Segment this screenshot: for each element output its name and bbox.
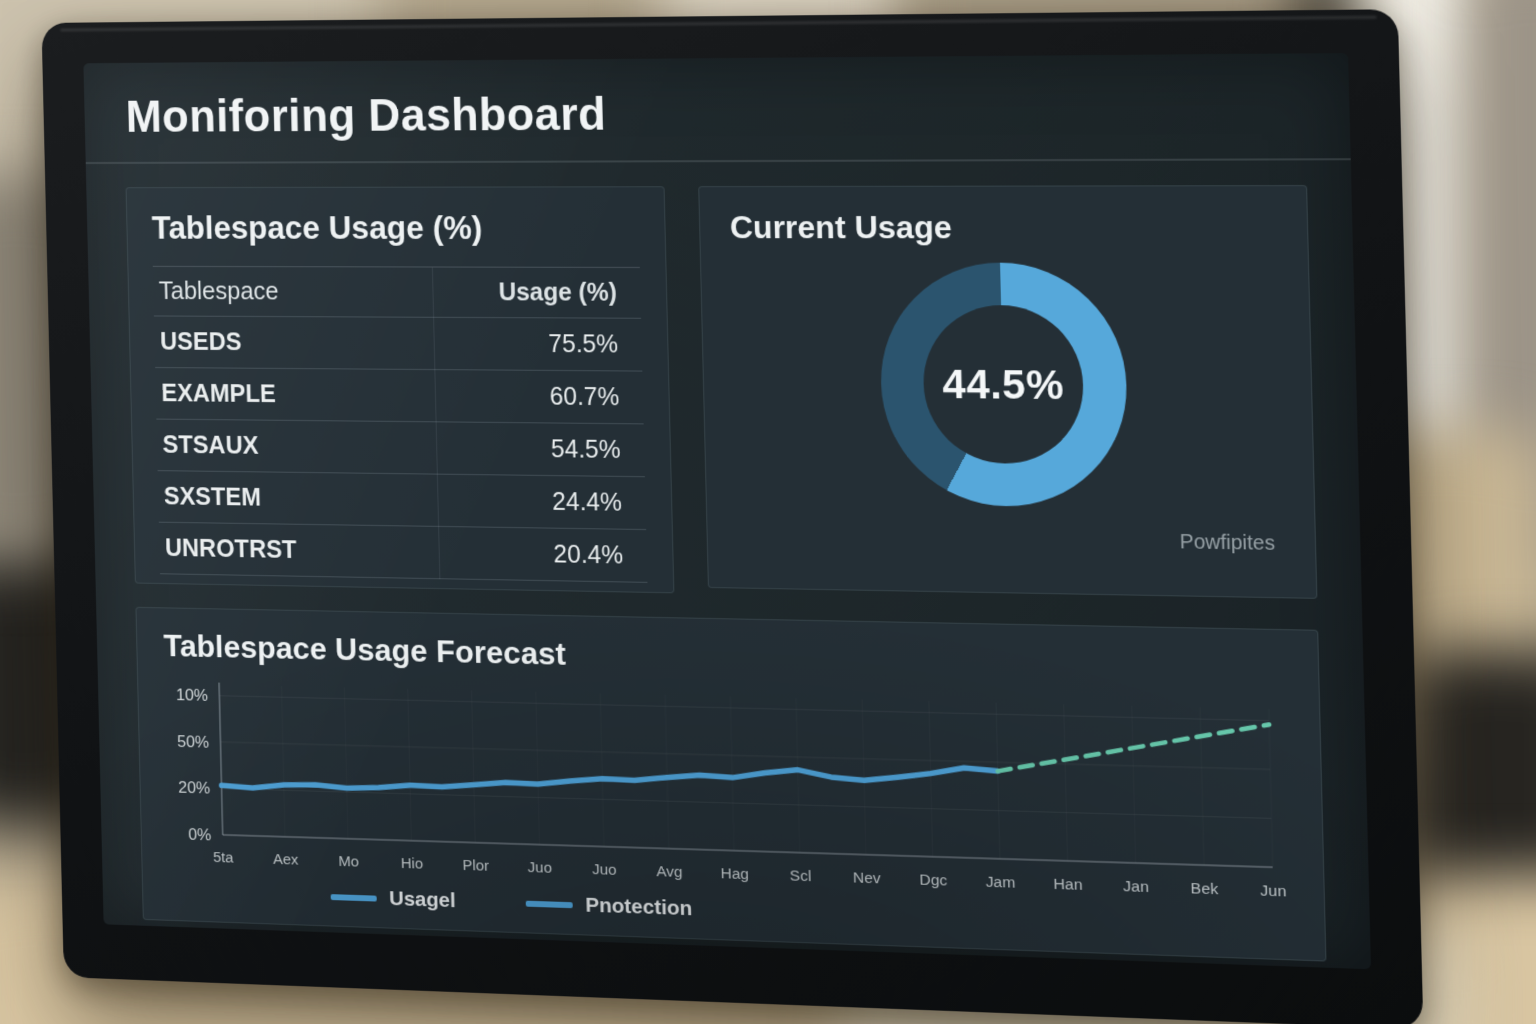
table-row: SXSTEM 24.4%: [157, 471, 647, 531]
svg-text:Bek: Bek: [1190, 880, 1219, 899]
page-title: Moniforing Dashboard: [125, 87, 607, 142]
table-row: USEDS 75.5%: [153, 316, 643, 372]
svg-text:Scl: Scl: [790, 867, 812, 885]
legend-label-usage: Usagel: [388, 887, 456, 913]
svg-text:Jam: Jam: [985, 873, 1015, 892]
column-header-usage: Usage (%): [498, 278, 618, 307]
forecast-line-chart: 0% 20% 50% 10% 5ta Aex Mo Hio Plor Juo Juo Avg Hag Sc…: [176, 674, 1287, 901]
svg-text:Hag: Hag: [720, 865, 749, 883]
tablespace-name: USEDS: [159, 327, 242, 356]
table-row: EXAMPLE 60.7%: [155, 367, 644, 425]
svg-text:0%: 0%: [188, 825, 212, 845]
donut-caption: Powfipites: [1179, 530, 1276, 555]
tablespace-usage-value: 20.4%: [553, 540, 624, 570]
protection-line-swatch: [525, 900, 573, 909]
column-header-tablespace: Tablespace: [158, 277, 279, 305]
svg-text:10%: 10%: [176, 686, 209, 706]
tablespace-usage-value: 60.7%: [549, 382, 620, 411]
tablespace-table: Tablespace Usage (%) USEDS 75.5% EXAMPLE 60…: [152, 265, 648, 583]
tablespace-name: SXSTEM: [163, 482, 262, 512]
svg-text:50%: 50%: [177, 732, 210, 752]
svg-text:5ta: 5ta: [213, 849, 234, 867]
usage-line-swatch: [330, 894, 377, 902]
tablespace-panel-title: Tablespace Usage (%): [151, 209, 483, 246]
table-row: STSAUX 54.5%: [156, 419, 645, 478]
tablespace-usage-value: 54.5%: [550, 434, 621, 464]
current-usage-panel: Current Usage 44.5% Powfipites: [698, 185, 1318, 599]
tablespace-usage-panel: Tablespace Usage (%) Tablespace Usage (%…: [125, 186, 675, 594]
table-body: USEDS 75.5% EXAMPLE 60.7% STSAUX 54.5% SXSTEM 2…: [153, 316, 648, 583]
svg-text:Plor: Plor: [462, 857, 489, 875]
svg-text:Hio: Hio: [401, 855, 424, 873]
dashboard-header: Moniforing Dashboard: [83, 53, 1351, 165]
table-header-row: Tablespace Usage (%): [152, 266, 642, 319]
legend-label-protection: Pnotection: [585, 893, 693, 921]
svg-text:Han: Han: [1053, 875, 1083, 894]
legend-item-usage: Usagel: [330, 885, 456, 913]
svg-text:Avg: Avg: [656, 863, 682, 881]
tablespace-usage-value: 75.5%: [548, 329, 619, 358]
dashboard-screen: Moniforing Dashboard Tablespace Usage (%…: [83, 53, 1371, 970]
forecast-panel: Tablespace Usage Forecast 0% 20% 50% 10% 5ta…: [135, 606, 1327, 962]
tablespace-name: UNROTRST: [164, 533, 297, 564]
tablespace-usage-value: 24.4%: [551, 487, 623, 517]
svg-text:Aex: Aex: [273, 851, 299, 869]
legend-item-protection: Pnotection: [525, 892, 693, 922]
top-panels-row: Tablespace Usage (%) Tablespace Usage (%…: [86, 185, 1362, 606]
tablespace-name: EXAMPLE: [161, 379, 277, 408]
donut-center-value: 44.5%: [941, 360, 1065, 408]
monitor-bezel: Moniforing Dashboard Tablespace Usage (%…: [41, 9, 1424, 1024]
current-usage-donut-chart: 44.5%: [878, 262, 1130, 508]
svg-text:Mo: Mo: [338, 853, 359, 871]
tablespace-name: STSAUX: [162, 430, 259, 460]
svg-text:20%: 20%: [178, 778, 211, 798]
table-row: UNROTRST 20.4%: [158, 522, 648, 583]
svg-text:Juo: Juo: [592, 861, 617, 879]
current-usage-title: Current Usage: [729, 208, 953, 246]
svg-text:Jan: Jan: [1123, 878, 1149, 897]
svg-text:Dgc: Dgc: [919, 871, 948, 889]
svg-text:Jun: Jun: [1260, 882, 1287, 901]
svg-text:Juo: Juo: [527, 859, 552, 877]
svg-text:Nev: Nev: [853, 869, 882, 887]
